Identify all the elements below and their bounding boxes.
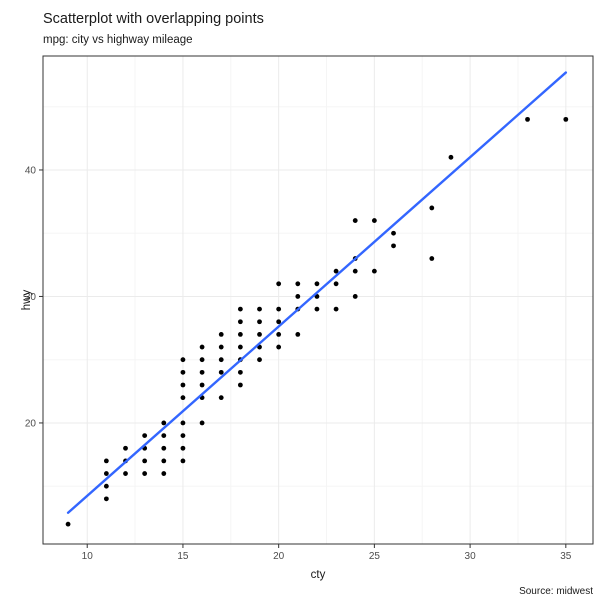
data-point xyxy=(429,256,435,261)
data-point xyxy=(391,243,396,249)
data-point xyxy=(161,471,167,476)
data-point xyxy=(218,357,224,363)
data-point xyxy=(103,458,109,464)
data-point xyxy=(142,433,148,438)
chart-subtitle: mpg: city vs highway mileage xyxy=(43,34,193,46)
data-point xyxy=(199,344,205,350)
data-point xyxy=(103,496,109,502)
data-point xyxy=(161,458,167,464)
data-point xyxy=(218,395,224,401)
data-point xyxy=(276,332,282,337)
data-point xyxy=(199,357,205,363)
data-point xyxy=(276,281,282,287)
plot-panel: 10 15 20 25 30 35 20 30 40 xyxy=(25,55,594,562)
data-point xyxy=(142,458,148,464)
data-point xyxy=(237,332,243,337)
data-point xyxy=(180,369,186,375)
data-point xyxy=(237,344,243,350)
x-tick-label: 10 xyxy=(82,551,94,562)
data-point xyxy=(448,154,454,160)
panel-border xyxy=(42,55,594,545)
data-point xyxy=(199,420,205,426)
data-point xyxy=(237,306,243,312)
chart-title: Scatterplot with overlapping points xyxy=(43,11,264,27)
data-point xyxy=(333,281,339,287)
data-point xyxy=(276,344,282,350)
data-point xyxy=(295,281,301,287)
y-tick-label: 40 xyxy=(25,165,37,176)
data-point xyxy=(563,116,569,122)
data-point xyxy=(218,332,224,337)
data-point xyxy=(314,281,320,287)
data-point xyxy=(257,357,262,363)
x-tick-label: 30 xyxy=(465,551,477,562)
data-point xyxy=(371,268,377,274)
data-point xyxy=(180,395,186,401)
data-point xyxy=(180,382,186,388)
data-point xyxy=(161,420,167,426)
data-point xyxy=(295,332,301,337)
data-point xyxy=(180,420,186,426)
data-point xyxy=(429,205,435,211)
y-tick-label: 30 xyxy=(25,292,37,303)
data-point xyxy=(180,458,186,464)
data-point xyxy=(103,471,109,476)
data-point xyxy=(180,357,186,363)
data-point xyxy=(218,369,224,375)
y-tick-label: 20 xyxy=(25,418,37,429)
data-point xyxy=(199,382,205,388)
data-point xyxy=(257,306,262,312)
data-point xyxy=(142,471,148,476)
data-point xyxy=(180,433,186,438)
data-point xyxy=(333,306,339,312)
data-point xyxy=(237,369,243,375)
x-tick-label: 20 xyxy=(273,551,285,562)
data-point xyxy=(180,445,186,451)
data-point xyxy=(65,521,71,527)
data-point xyxy=(295,294,301,299)
data-point xyxy=(391,230,396,236)
data-point xyxy=(218,344,224,350)
data-point xyxy=(161,433,167,438)
data-point xyxy=(276,319,282,325)
panel-background xyxy=(43,56,593,544)
data-point xyxy=(161,445,167,451)
data-point xyxy=(103,483,109,489)
trend-line xyxy=(66,71,568,514)
data-point xyxy=(123,445,128,451)
data-point xyxy=(352,294,358,299)
x-tick-label: 25 xyxy=(369,551,381,562)
data-point xyxy=(257,319,262,325)
data-point xyxy=(257,332,262,337)
data-point xyxy=(199,369,205,375)
data-point xyxy=(371,218,377,223)
y-axis-title: hwy xyxy=(21,290,33,311)
data-point xyxy=(237,319,243,325)
data-point xyxy=(314,306,320,312)
data-point xyxy=(333,268,339,274)
data-point xyxy=(276,306,282,312)
chart-caption: Source: midwest xyxy=(519,586,593,597)
x-axis-title: cty xyxy=(311,569,326,581)
data-point xyxy=(352,218,358,223)
x-tick-label: 15 xyxy=(177,551,189,562)
data-point xyxy=(352,268,358,274)
data-point xyxy=(525,116,530,122)
x-tick-label: 35 xyxy=(560,551,572,562)
data-point xyxy=(123,471,128,476)
data-point xyxy=(237,382,243,388)
